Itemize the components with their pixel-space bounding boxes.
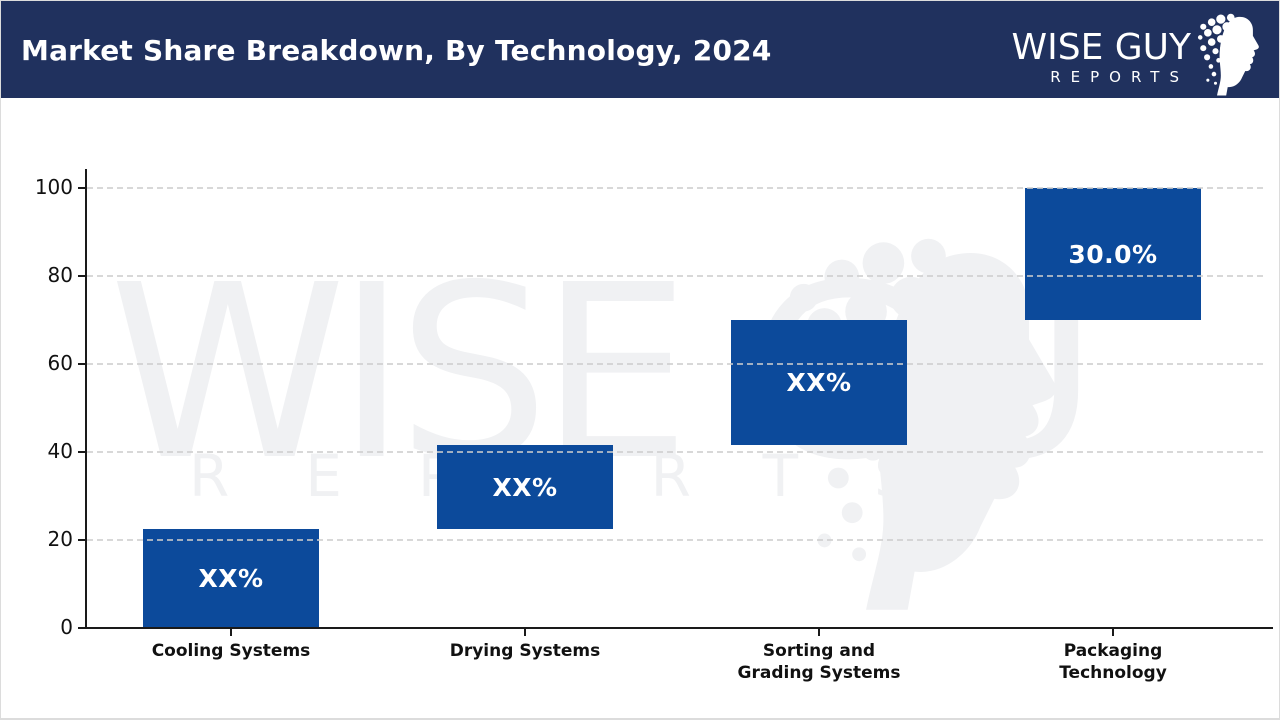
y-tick-mark [78,363,86,365]
bar-value-label: XX% [198,564,264,593]
x-axis-line [85,627,1273,629]
y-tick-label: 100 [34,175,73,199]
y-tick-mark [78,451,86,453]
bar: 30.0% [1025,188,1201,320]
x-tick-mark [1112,629,1114,636]
logo-face-icon [1197,13,1259,96]
x-tick-mark [230,629,232,636]
bar-value-label: XX% [786,368,852,398]
x-category-label: Sorting and Grading Systems [737,641,901,683]
bar: XX% [731,320,907,446]
y-tick-label: 60 [47,351,73,375]
x-category-label: Cooling Systems [151,641,311,661]
x-category-label: Packaging Technology [1059,641,1167,683]
page-title: Market Share Breakdown, By Technology, 2… [21,34,772,67]
y-tick-mark [78,187,86,189]
gridline [87,539,1263,541]
bar: XX% [437,445,613,529]
bar-value-label: XX% [492,472,558,502]
x-category-label: Drying Systems [449,641,601,661]
gridline [87,275,1263,277]
y-tick-label: 80 [47,263,73,287]
gridline [87,451,1263,453]
logo-wordmark: WISE GUY [1011,27,1192,68]
y-tick-mark [78,275,86,277]
bar-value-label: 30.0% [1068,239,1158,269]
x-tick-mark [818,629,820,636]
y-tick-mark [78,539,86,541]
y-tick-label: 40 [47,439,73,463]
gridline [87,187,1263,189]
bar: XX% [143,529,319,628]
y-tick-label: 0 [60,615,73,639]
x-tick-mark [524,629,526,636]
logo-reports-text: REPORTS [1050,68,1189,86]
logo: WISE GUY REPORTS [1009,7,1269,96]
y-axis-line [85,169,87,629]
gridline [87,363,1263,365]
y-tick-label: 20 [47,527,73,551]
y-tick-mark [78,627,86,629]
header-bar: Market Share Breakdown, By Technology, 2… [1,1,1279,98]
